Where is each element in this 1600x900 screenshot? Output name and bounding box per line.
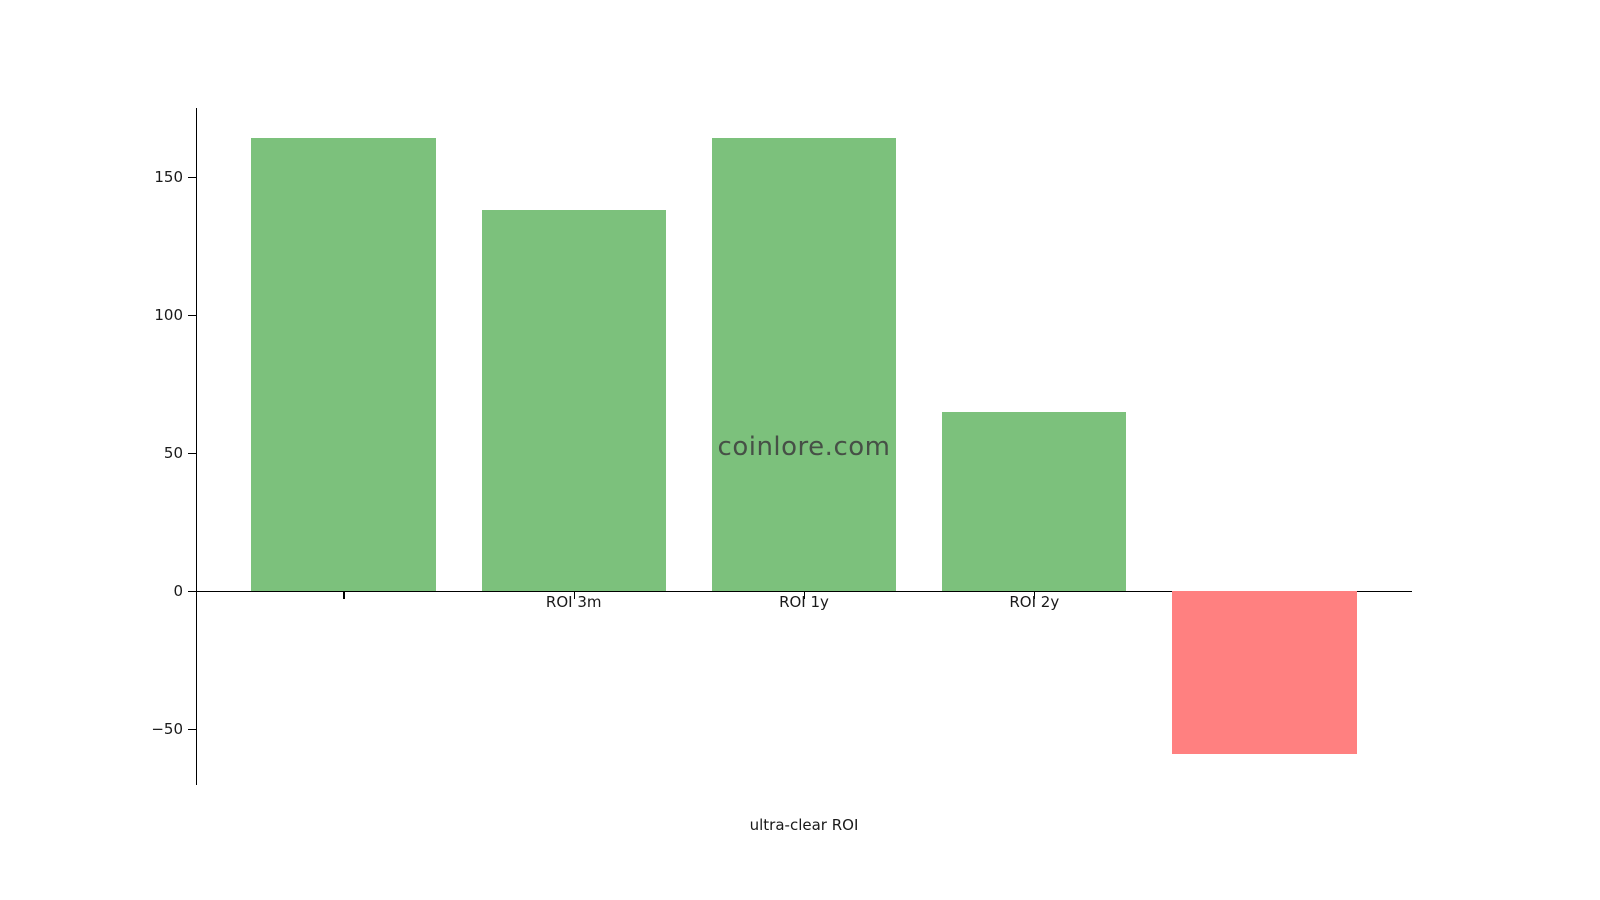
x-tick-mark [343, 590, 345, 599]
chart-x-axis-title: ultra-clear ROI [749, 816, 859, 834]
y-tick-label: 50 [163, 443, 183, 462]
bar-positive [481, 210, 666, 591]
y-tick-label: −50 [151, 719, 183, 738]
bar-positive [251, 138, 436, 591]
coinlore-watermark: coinlore.com [717, 431, 891, 462]
x-tick-mark [573, 590, 575, 599]
x-tick-label: ROI 3m [545, 592, 602, 611]
bar-negative [1172, 590, 1357, 754]
y-tick-label: 0 [173, 581, 183, 600]
y-tick-label: 100 [154, 305, 183, 324]
y-tick-mark [188, 728, 196, 731]
x-tick-mark [804, 590, 806, 599]
y-axis-spine [196, 108, 198, 785]
y-tick-label: 150 [154, 167, 183, 186]
y-tick-mark [188, 176, 196, 179]
y-tick-mark [188, 314, 196, 317]
x-tick-mark [1034, 590, 1036, 599]
bar-positive [942, 411, 1127, 591]
y-tick-mark [188, 452, 196, 455]
y-tick-mark [188, 590, 196, 593]
bar-positive [711, 138, 897, 591]
x-tick-label: ROI 2y [1009, 592, 1060, 611]
x-tick-label: ROI 1y [779, 592, 829, 611]
